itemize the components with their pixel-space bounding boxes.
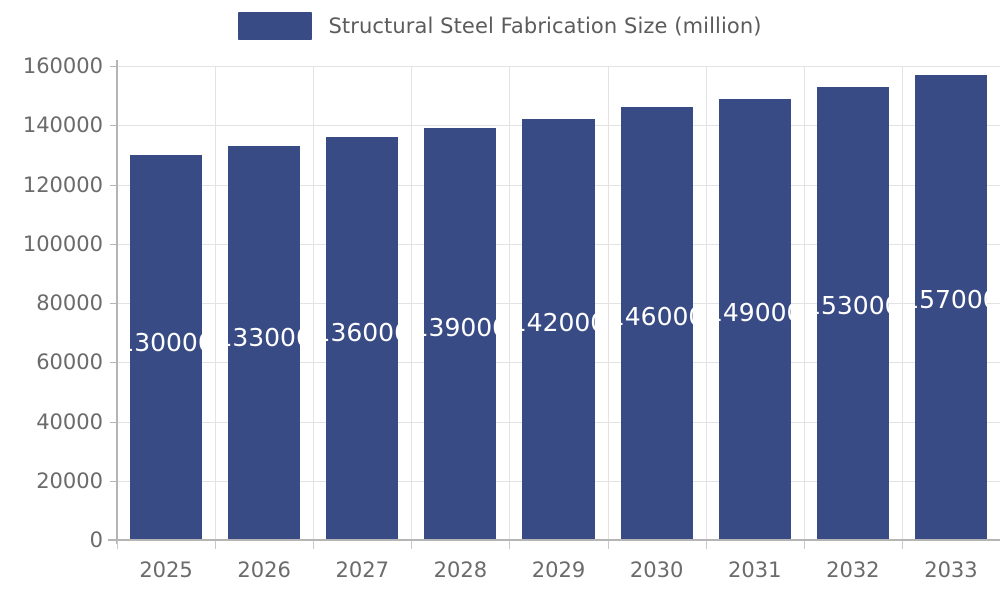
bar[interactable]: 146000 (620, 107, 693, 540)
bar-value-label: 133000 (228, 323, 300, 352)
chart-legend: Structural Steel Fabrication Size (milli… (0, 8, 1000, 44)
x-axis-tick-mark (509, 541, 510, 549)
bar-value-label: 130000 (130, 327, 202, 357)
y-axis-tick-mark (110, 125, 117, 127)
y-axis-tick-label: 160000 (22, 54, 103, 78)
x-axis-tick-mark (608, 541, 609, 549)
y-axis-line (116, 60, 118, 544)
bar-value-label: 136000 (326, 318, 398, 348)
x-axis-tick-mark (117, 541, 118, 549)
x-axis-tick-mark (313, 541, 314, 549)
y-axis-tick-label: 100000 (22, 231, 103, 256)
gridline-vertical (411, 66, 412, 540)
bar-value-label: 149000 (719, 297, 791, 327)
y-axis-tick-label: 0 (89, 528, 103, 552)
y-axis-tick-mark (110, 362, 117, 364)
y-axis-tick-label: 40000 (36, 409, 103, 434)
x-axis-tick-label: 2031 (727, 558, 782, 582)
y-axis-tick-label: 140000 (22, 113, 103, 138)
x-axis-tick-label: 2026 (237, 558, 291, 582)
bar-value-label: 146000 (621, 302, 693, 332)
bar[interactable]: 149000 (718, 98, 791, 540)
gridline-vertical (804, 66, 805, 540)
x-axis-tick-mark (804, 541, 805, 549)
x-axis-tick-label: 2028 (433, 558, 488, 582)
gridline-horizontal (117, 66, 1000, 67)
y-axis-tick-label: 60000 (36, 350, 103, 375)
x-axis-tick-label: 2025 (139, 558, 193, 582)
y-axis-tick-mark (110, 303, 117, 304)
bar-value-label: 153000 (817, 290, 889, 320)
bar[interactable]: 153000 (816, 86, 889, 540)
y-axis-tick-mark (110, 540, 117, 541)
bar-value-label: 139000 (424, 313, 496, 343)
y-axis-tick-mark (110, 243, 117, 245)
bar-value-label: 157000 (915, 284, 987, 314)
y-axis-tick-label: 120000 (22, 172, 103, 197)
gridline-vertical (215, 66, 216, 540)
x-axis-tick-label: 2032 (826, 558, 880, 582)
x-axis-tick-label: 2029 (531, 558, 586, 582)
x-axis-line (108, 539, 1000, 541)
x-axis-tick-label: 2033 (924, 558, 978, 582)
x-axis-tick-label: 2030 (629, 558, 684, 582)
x-axis-tick-mark (902, 541, 903, 549)
gridline-vertical (902, 66, 903, 540)
x-axis-tick-mark (411, 541, 412, 549)
gridline-vertical (313, 66, 314, 540)
bar[interactable]: 136000 (326, 137, 399, 540)
bar[interactable]: 157000 (914, 74, 987, 540)
bar[interactable]: 130000 (129, 154, 203, 540)
gridline-vertical (706, 66, 707, 540)
x-axis-tick-mark (215, 541, 216, 549)
plot-area: 130000 133000 136000 139000 142000 146000 1490… (117, 66, 1000, 540)
y-axis-tick-label: 20000 (36, 468, 103, 493)
y-axis-tick-mark (110, 480, 117, 482)
legend-label: Structural Steel Fabrication Size (milli… (328, 14, 762, 38)
legend-swatch-icon (238, 12, 313, 40)
x-axis-tick-label: 2027 (335, 558, 389, 582)
bar[interactable]: 142000 (522, 119, 595, 540)
y-axis-tick-mark (110, 66, 117, 67)
bar-value-label: 142000 (522, 308, 594, 338)
bar[interactable]: 133000 (228, 146, 301, 540)
y-axis-tick-label: 80000 (36, 291, 103, 315)
x-axis-tick-mark (706, 541, 707, 549)
y-axis-tick-mark (110, 421, 117, 423)
gridline-vertical (608, 66, 609, 540)
bar[interactable]: 139000 (424, 128, 497, 540)
gridline-vertical (509, 66, 510, 540)
y-axis-tick-mark (110, 184, 117, 186)
